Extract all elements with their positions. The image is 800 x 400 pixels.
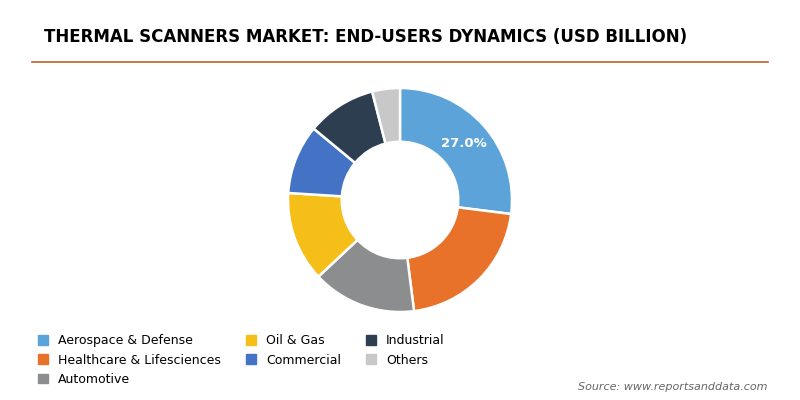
Wedge shape bbox=[372, 88, 400, 144]
Wedge shape bbox=[314, 92, 386, 163]
Text: Source: www.reportsanddata.com: Source: www.reportsanddata.com bbox=[578, 382, 768, 392]
Wedge shape bbox=[288, 129, 355, 196]
Wedge shape bbox=[318, 240, 414, 312]
Wedge shape bbox=[407, 207, 511, 311]
Legend: Aerospace & Defense, Healthcare & Lifesciences, Automotive, Oil & Gas, Commercia: Aerospace & Defense, Healthcare & Lifesc… bbox=[38, 334, 445, 386]
Wedge shape bbox=[400, 88, 512, 214]
Text: THERMAL SCANNERS MARKET: END-USERS DYNAMICS (USD BILLION): THERMAL SCANNERS MARKET: END-USERS DYNAM… bbox=[44, 28, 687, 46]
Wedge shape bbox=[288, 193, 358, 277]
Text: 27.0%: 27.0% bbox=[441, 137, 486, 150]
